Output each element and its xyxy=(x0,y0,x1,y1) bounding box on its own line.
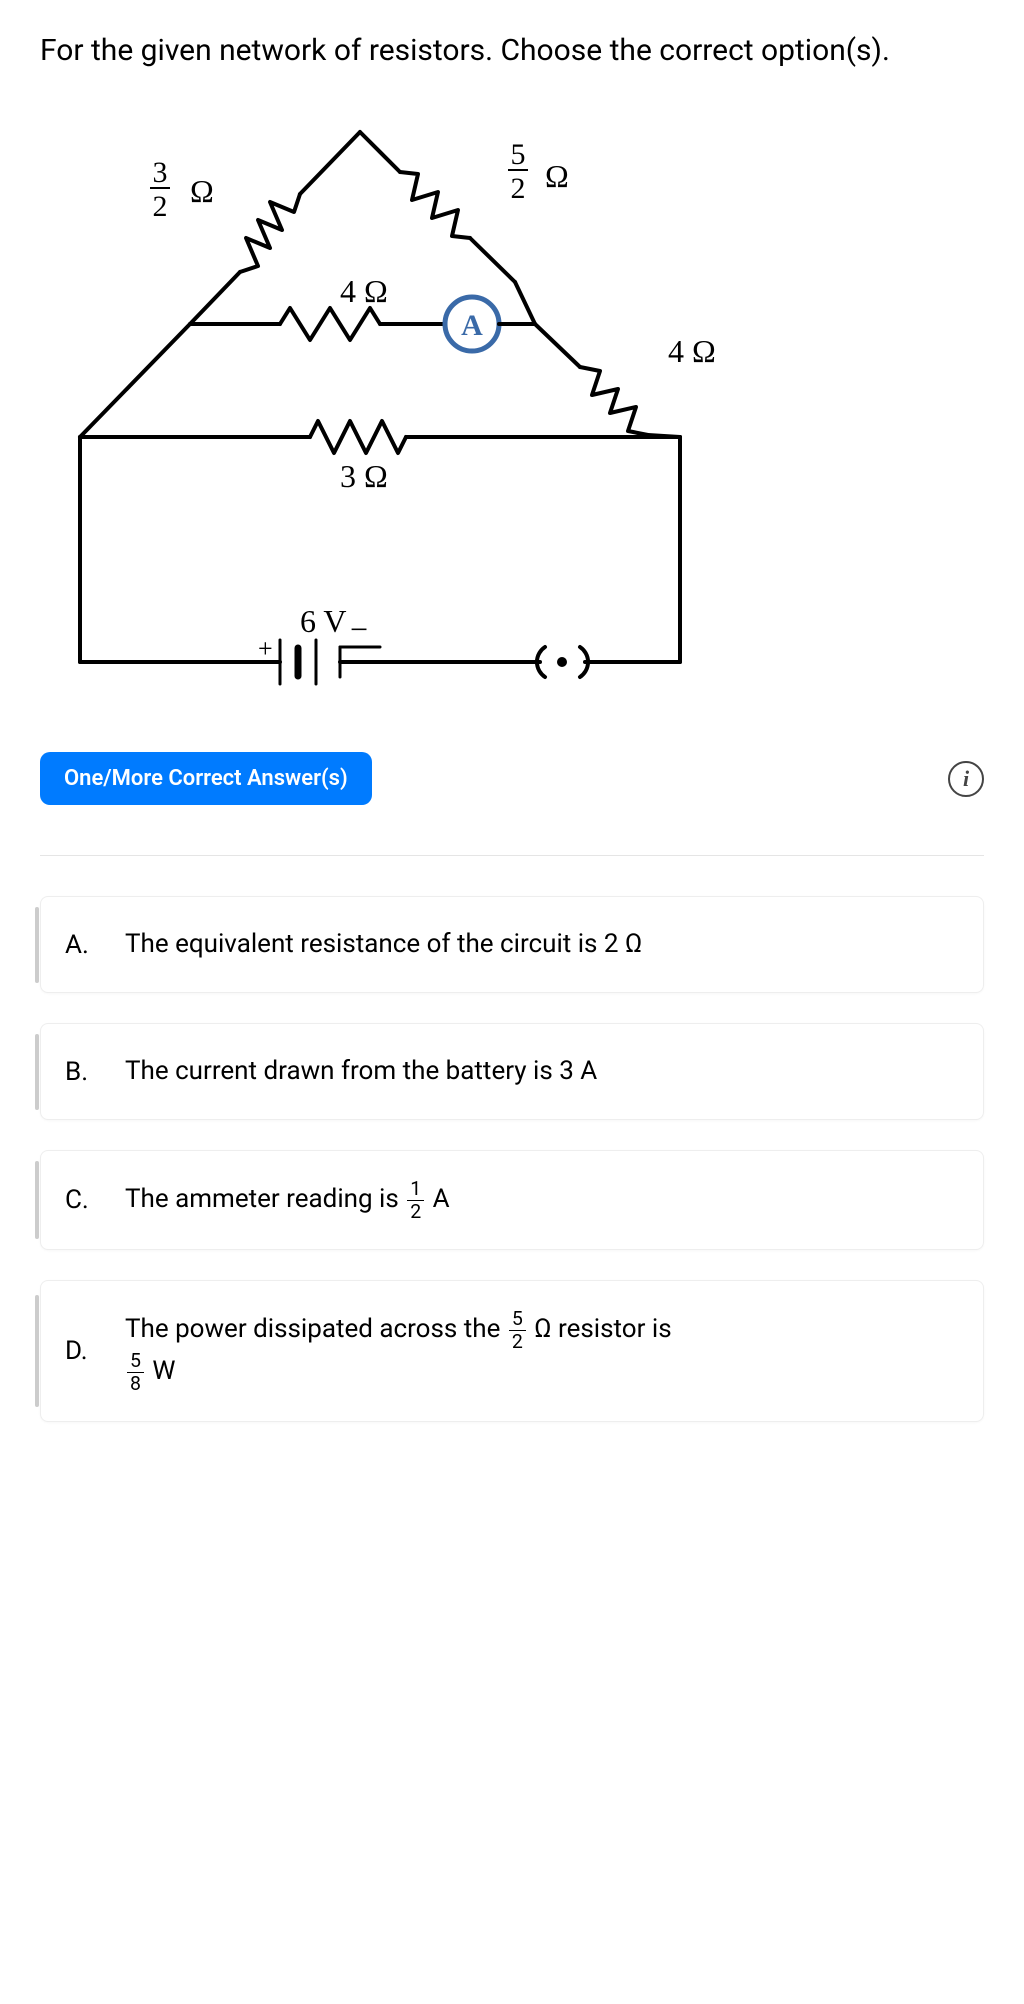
svg-text:6 V: 6 V xyxy=(300,603,347,639)
svg-text:2: 2 xyxy=(511,172,526,205)
svg-text:4 Ω: 4 Ω xyxy=(340,273,388,309)
option-letter: B. xyxy=(65,1057,125,1087)
question-text: For the given network of resistors. Choo… xyxy=(40,30,984,72)
answer-type-badge: One/More Correct Answer(s) xyxy=(40,752,372,805)
option-a[interactable]: A. The equivalent resistance of the circ… xyxy=(40,896,984,993)
svg-text:−: − xyxy=(350,611,368,647)
option-c[interactable]: C. The ammeter reading is 12 A xyxy=(40,1150,984,1250)
info-icon[interactable]: i xyxy=(948,761,984,797)
svg-text:4 Ω: 4 Ω xyxy=(668,333,716,369)
svg-text:Ω: Ω xyxy=(545,158,569,194)
options-list: A. The equivalent resistance of the circ… xyxy=(40,896,984,1422)
svg-text:5: 5 xyxy=(511,138,526,171)
svg-text:+: + xyxy=(258,634,273,663)
option-text: The ammeter reading is 12 A xyxy=(125,1179,450,1221)
label-3-num: 3 xyxy=(153,156,168,189)
option-d[interactable]: D. The power dissipated across the 52 Ω … xyxy=(40,1280,984,1422)
svg-text:3 Ω: 3 Ω xyxy=(340,458,388,494)
svg-text:Ω: Ω xyxy=(190,173,214,209)
divider xyxy=(40,855,984,856)
option-letter: A. xyxy=(65,930,125,960)
option-text: The power dissipated across the 52 Ω res… xyxy=(125,1309,672,1393)
option-letter: D. xyxy=(65,1336,125,1366)
svg-text:A: A xyxy=(461,309,483,342)
option-text: The current drawn from the battery is 3 … xyxy=(125,1052,597,1091)
circuit-diagram: 3 2 Ω 5 2 Ω 4 Ω A 4 Ω 3 Ω 6 V + − xyxy=(40,92,740,712)
option-b[interactable]: B. The current drawn from the battery is… xyxy=(40,1023,984,1120)
option-text: The equivalent resistance of the circuit… xyxy=(125,925,642,964)
svg-text:2: 2 xyxy=(153,190,168,223)
option-letter: C. xyxy=(65,1185,125,1215)
